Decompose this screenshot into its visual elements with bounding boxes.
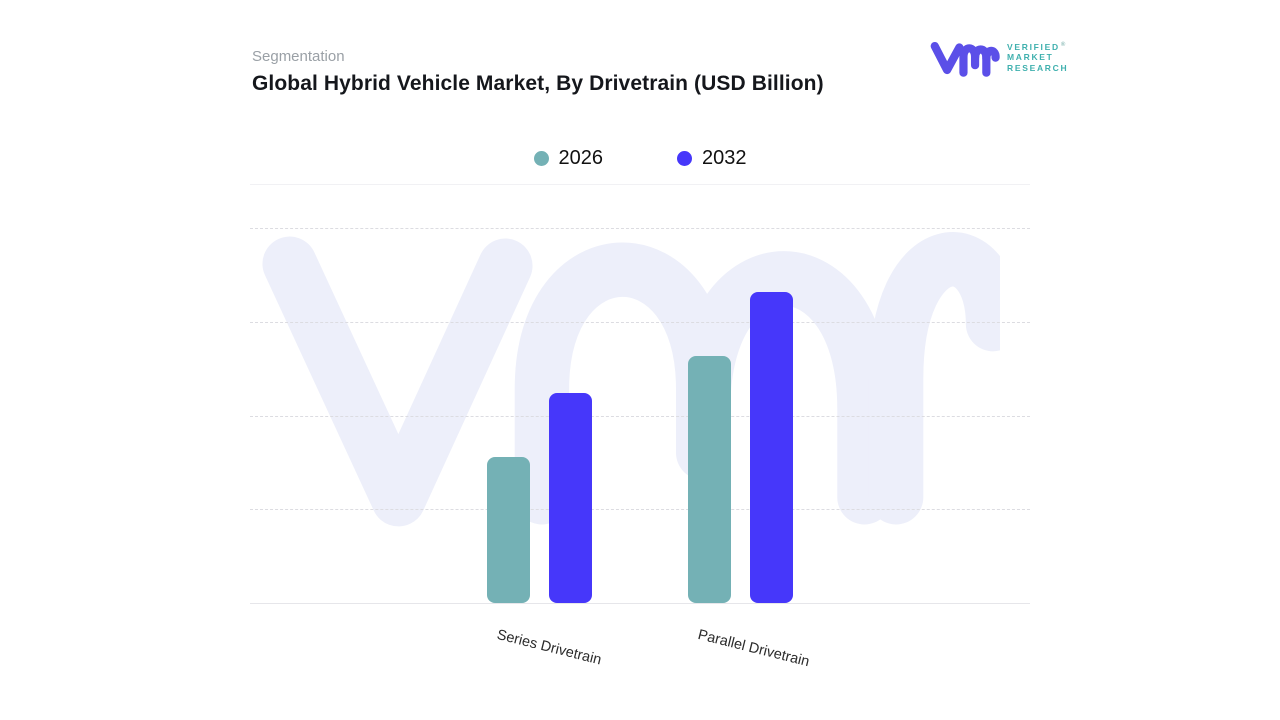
plot-area: Series Drivetrain Parallel Drivetrain — [250, 228, 1030, 670]
vmr-logo-text: VERIFIED® MARKET RESEARCH — [1007, 40, 1068, 75]
logo-word-market: MARKET — [1007, 52, 1054, 63]
segmentation-label: Segmentation — [252, 48, 345, 65]
legend: 2026 2032 — [250, 147, 1030, 170]
legend-marker-2032-icon — [677, 151, 692, 166]
gridline — [250, 415, 1030, 417]
legend-item-2032[interactable]: 2032 — [677, 147, 747, 170]
legend-label-2032: 2032 — [702, 147, 747, 169]
x-axis-label-parallel-drivetrain: Parallel Drivetrain — [696, 627, 812, 671]
chart-header: Segmentation Global Hybrid Vehicle Marke… — [252, 48, 824, 96]
legend-separator — [250, 184, 1030, 185]
vmr-logo: VERIFIED® MARKET RESEARCH — [930, 36, 1068, 78]
gridline — [250, 509, 1030, 511]
chart-title: Global Hybrid Vehicle Market, By Drivetr… — [252, 72, 824, 95]
bar-parallel-drivetrain-2032[interactable] — [749, 291, 793, 603]
legend-marker-2026-icon — [533, 151, 549, 166]
x-axis-label-series-drivetrain: Series Drivetrain — [495, 627, 603, 669]
bar-series-drivetrain-2026[interactable] — [486, 456, 530, 603]
vmr-logo-mark-icon — [930, 41, 1000, 77]
registered-mark: ® — [1060, 41, 1066, 48]
gridline — [250, 228, 1030, 229]
vmr-watermark-icon — [262, 232, 1000, 527]
gridline — [250, 321, 1030, 323]
legend-item-2026[interactable]: 2026 — [533, 147, 604, 170]
bar-series-drivetrain-2032[interactable] — [548, 393, 592, 603]
bar-parallel-drivetrain-2026[interactable] — [687, 355, 731, 603]
logo-word-research: RESEARCH — [1007, 63, 1069, 74]
logo-word-verified: VERIFIED — [1007, 41, 1060, 52]
legend-label-2026: 2026 — [558, 147, 604, 169]
